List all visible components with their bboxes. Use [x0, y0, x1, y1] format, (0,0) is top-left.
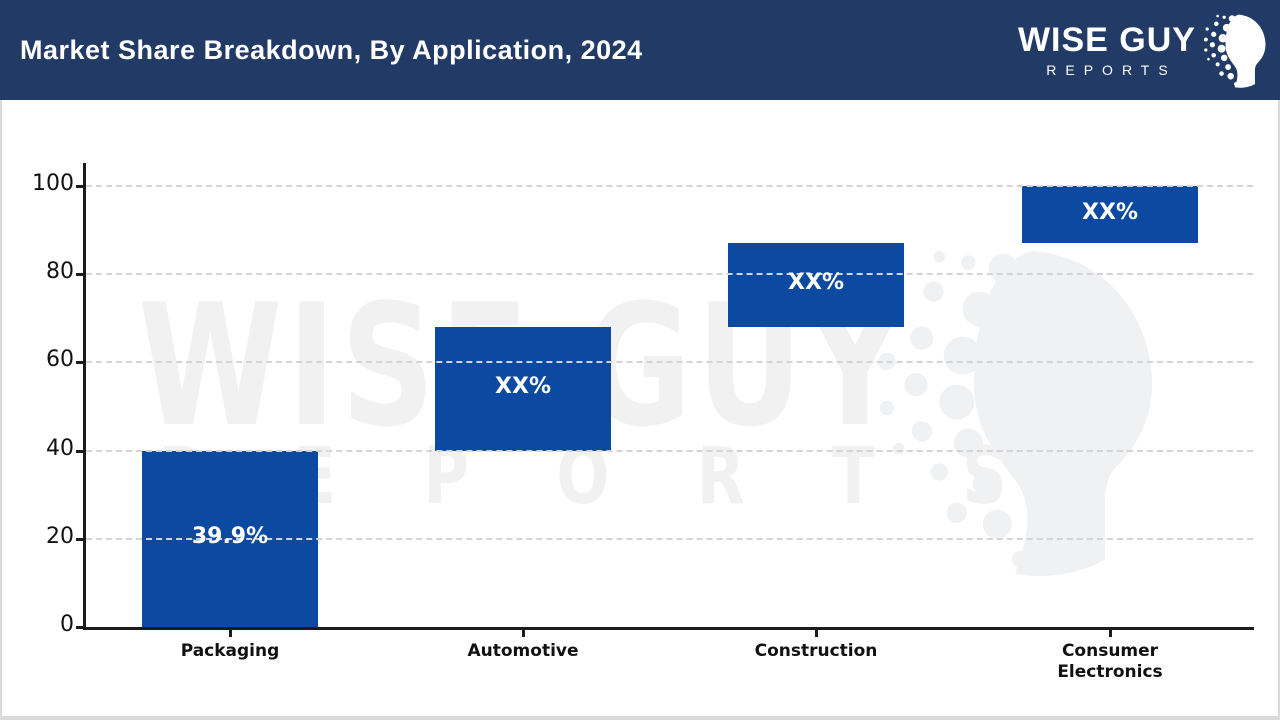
y-tick-label-20: 20: [46, 523, 74, 549]
bar-label-automotive: XX%: [495, 374, 551, 400]
y-axis-line: [83, 163, 86, 630]
page-border-left: [0, 100, 2, 720]
logo-head-icon: [1203, 14, 1266, 88]
bar-label-consumer-electronics: XX%: [1082, 199, 1138, 225]
y-tick-label-40: 40: [46, 435, 74, 461]
x-tick-packaging: [228, 629, 232, 637]
gridline-100: [86, 185, 1253, 187]
bar-automotive: [435, 327, 611, 452]
logo-wordmark: WISE GUY: [1017, 20, 1196, 59]
gridline-80: [86, 273, 1253, 276]
y-tick-label-100: 100: [32, 171, 74, 196]
x-tick-label-construction: Construction: [754, 641, 878, 661]
x-tick-label-packaging: Packaging: [180, 641, 280, 661]
gridline-20: [86, 537, 1253, 540]
y-tick-0: [76, 626, 85, 629]
logo-subtitle: REPORTS: [1046, 61, 1177, 78]
header: Market Share Breakdown, By Application, …: [0, 0, 1280, 100]
y-tick-label-60: 60: [46, 347, 74, 373]
page-border-bottom: [0, 716, 1280, 720]
y-tick-label-80: 80: [46, 259, 74, 285]
y-tick-20: [76, 537, 85, 541]
x-tick-label-consumer-electronics: Consumer Electronics: [1057, 641, 1163, 682]
bar-label-construction: XX%: [788, 270, 844, 296]
gridline-40: [86, 449, 1253, 452]
bar-label-packaging: 39.9%: [191, 524, 269, 550]
x-tick-consumer-electronics: [1108, 629, 1112, 637]
y-tick-80: [76, 273, 85, 277]
x-axis-line: [83, 627, 1254, 630]
y-tick-100: [76, 185, 85, 188]
gridline-60: [86, 361, 1253, 364]
page-border-right: [1278, 100, 1280, 720]
bar-consumer-electronics: [1022, 186, 1198, 244]
logo-text: WISE GUY REPORTS: [1018, 23, 1196, 78]
x-tick-label-automotive: Automotive: [467, 641, 579, 661]
bar-construction: [728, 243, 904, 328]
y-tick-60: [76, 361, 85, 365]
x-tick-construction: [814, 629, 818, 637]
y-tick-40: [76, 449, 85, 453]
y-tick-label-0: 0: [60, 612, 74, 637]
page-title: Market Share Breakdown, By Application, …: [20, 34, 643, 65]
wiseguy-logo: WISE GUY REPORTS: [1018, 8, 1270, 92]
x-tick-automotive: [521, 629, 525, 637]
watermark-head-icon: [878, 250, 1153, 577]
